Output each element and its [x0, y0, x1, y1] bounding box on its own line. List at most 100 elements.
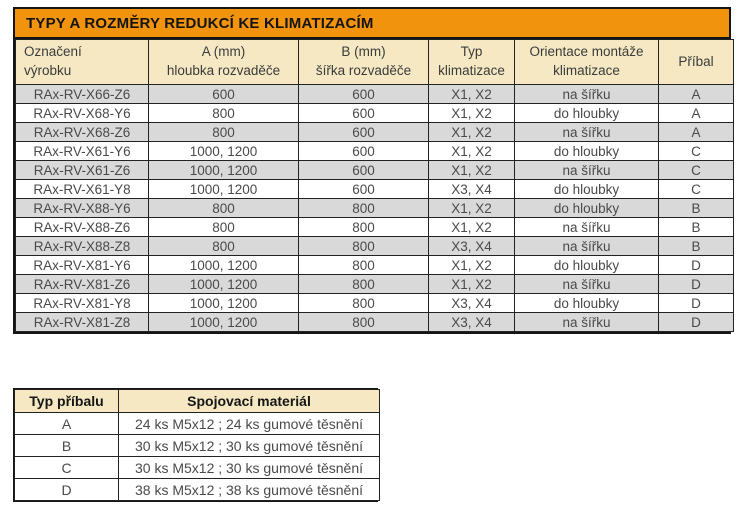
table-cell: 800	[298, 198, 429, 218]
column-header-accessory-pack: Příbal	[658, 39, 734, 85]
table-cell: 800	[298, 312, 429, 332]
table-cell: RAx-RV-X88-Z6	[15, 217, 149, 237]
table-cell: 600	[298, 141, 429, 161]
table-cell: 38 ks M5x12 ; 38 ks gumové těsnění	[118, 478, 380, 501]
table-cell: 800	[148, 236, 299, 256]
column-header-width-b: B (mm) šířka rozvaděče	[298, 39, 429, 85]
table-cell: na šířku	[514, 160, 659, 180]
table-row: RAx-RV-X61-Y8 1000, 1200 600 X3, X4 do hloub…	[15, 179, 734, 199]
table-cell: 1000, 1200	[148, 293, 299, 313]
table-cell: X1, X2	[428, 274, 515, 294]
column-header-product-designation: Označení výrobku	[15, 39, 149, 85]
table-cell: na šířku	[514, 84, 659, 104]
table-cell: RAx-RV-X68-Z6	[15, 122, 149, 142]
table-row: B 30 ks M5x12 ; 30 ks gumové těsnění	[14, 434, 380, 457]
table-cell: 800	[298, 236, 429, 256]
table-cell: RAx-RV-X88-Y6	[15, 198, 149, 218]
table-cell: A	[658, 84, 734, 104]
table-cell: 1000, 1200	[148, 179, 299, 199]
table-cell: X1, X2	[428, 255, 515, 275]
table-cell: do hloubky	[514, 141, 659, 161]
accessory-pack-table: Typ příbalu Spojovací materiál A 24 ks M5…	[14, 389, 380, 501]
table-row: RAx-RV-X61-Y6 1000, 1200 600 X1, X2 do hloub…	[15, 141, 734, 161]
table-cell: B	[658, 217, 734, 237]
table-cell: do hloubky	[514, 255, 659, 275]
table-row: C 30 ks M5x12 ; 30 ks gumové těsnění	[14, 456, 380, 479]
table-cell: RAx-RV-X88-Z8	[15, 236, 149, 256]
table-title: TYPY A ROZMĚRY REDUKCÍ KE KLIMATIZACÍM	[15, 9, 729, 39]
table-cell: D	[658, 312, 734, 332]
table-cell: 600	[298, 84, 429, 104]
accessory-pack-table-container: Typ příbalu Spojovací materiál A 24 ks M5…	[13, 388, 380, 502]
column-header-joining-material: Spojovací materiál	[118, 389, 380, 413]
column-header-mount-orientation: Orientace montáže klimatizace	[514, 39, 659, 85]
table-cell: C	[658, 160, 734, 180]
table-cell: A	[14, 412, 119, 435]
header-row: Označení výrobku A (mm) hloubka rozvaděč…	[15, 39, 734, 85]
table-row: RAx-RV-X81-Z8 1000, 1200 800 X3, X4 na šířku…	[15, 312, 734, 332]
table-cell: 30 ks M5x12 ; 30 ks gumové těsnění	[118, 456, 380, 479]
table-cell: 800	[148, 122, 299, 142]
table-cell: B	[658, 236, 734, 256]
table-cell: 30 ks M5x12 ; 30 ks gumové těsnění	[118, 434, 380, 457]
accessory-table-header: Typ příbalu Spojovací materiál	[14, 389, 380, 413]
table-cell: RAx-RV-X81-Z6	[15, 274, 149, 294]
table-row: RAx-RV-X68-Y6 800 600 X1, X2 do hloubky A	[15, 103, 734, 123]
table-cell: do hloubky	[514, 293, 659, 313]
table-row: RAx-RV-X88-Z6 800 800 X1, X2 na šířku B	[15, 217, 734, 237]
table-cell: 1000, 1200	[148, 141, 299, 161]
table-cell: 800	[148, 103, 299, 123]
accessory-table-body: A 24 ks M5x12 ; 24 ks gumové těsnění B 30 k…	[14, 412, 380, 501]
table-cell: D	[658, 293, 734, 313]
table-cell: X1, X2	[428, 198, 515, 218]
table-cell: na šířku	[514, 122, 659, 142]
column-header-pack-type: Typ příbalu	[14, 389, 119, 413]
table-cell: 800	[298, 255, 429, 275]
table-cell: RAx-RV-X61-Y8	[15, 179, 149, 199]
table-row: RAx-RV-X81-Y8 1000, 1200 800 X3, X4 do hloub…	[15, 293, 734, 313]
table-cell: 800	[298, 293, 429, 313]
table-row: RAx-RV-X66-Z6 600 600 X1, X2 na šířku A	[15, 84, 734, 104]
table-cell: X3, X4	[428, 293, 515, 313]
table-cell: 600	[148, 84, 299, 104]
table-cell: X1, X2	[428, 103, 515, 123]
table-cell: 800	[148, 217, 299, 237]
table-cell: 24 ks M5x12 ; 24 ks gumové těsnění	[118, 412, 380, 435]
table-row: RAx-RV-X68-Z6 800 600 X1, X2 na šířku A	[15, 122, 734, 142]
table-cell: X1, X2	[428, 160, 515, 180]
table-cell: 1000, 1200	[148, 255, 299, 275]
table-cell: 600	[298, 122, 429, 142]
table-cell: X1, X2	[428, 141, 515, 161]
table-cell: X3, X4	[428, 312, 515, 332]
table-cell: RAx-RV-X61-Y6	[15, 141, 149, 161]
table-cell: 600	[298, 179, 429, 199]
table-cell: na šířku	[514, 274, 659, 294]
table-cell: 1000, 1200	[148, 274, 299, 294]
table-cell: na šířku	[514, 236, 659, 256]
table-row: RAx-RV-X81-Z6 1000, 1200 800 X1, X2 na šířku…	[15, 274, 734, 294]
table-cell: C	[658, 141, 734, 161]
reduction-types-table: Označení výrobku A (mm) hloubka rozvaděč…	[15, 39, 734, 332]
table-cell: X1, X2	[428, 217, 515, 237]
main-table-body: RAx-RV-X66-Z6 600 600 X1, X2 na šířku A RAx-RV…	[15, 84, 734, 332]
table-cell: na šířku	[514, 217, 659, 237]
table-row: A 24 ks M5x12 ; 24 ks gumové těsnění	[14, 412, 380, 435]
table-row: RAx-RV-X81-Y6 1000, 1200 800 X1, X2 do hloub…	[15, 255, 734, 275]
table-cell: X1, X2	[428, 122, 515, 142]
table-cell: na šířku	[514, 312, 659, 332]
table-cell: 600	[298, 160, 429, 180]
table-cell: do hloubky	[514, 179, 659, 199]
column-header-ac-type: Typ klimatizace	[428, 39, 515, 85]
table-cell: A	[658, 122, 734, 142]
table-cell: RAx-RV-X61-Z6	[15, 160, 149, 180]
table-cell: A	[658, 103, 734, 123]
table-cell: RAx-RV-X81-Y6	[15, 255, 149, 275]
table-cell: X1, X2	[428, 84, 515, 104]
table-cell: 1000, 1200	[148, 312, 299, 332]
table-cell: B	[14, 434, 119, 457]
table-row: D 38 ks M5x12 ; 38 ks gumové těsnění	[14, 478, 380, 501]
table-cell: do hloubky	[514, 103, 659, 123]
header-row: Typ příbalu Spojovací materiál	[14, 389, 380, 413]
table-cell: X3, X4	[428, 179, 515, 199]
table-cell: 600	[298, 103, 429, 123]
